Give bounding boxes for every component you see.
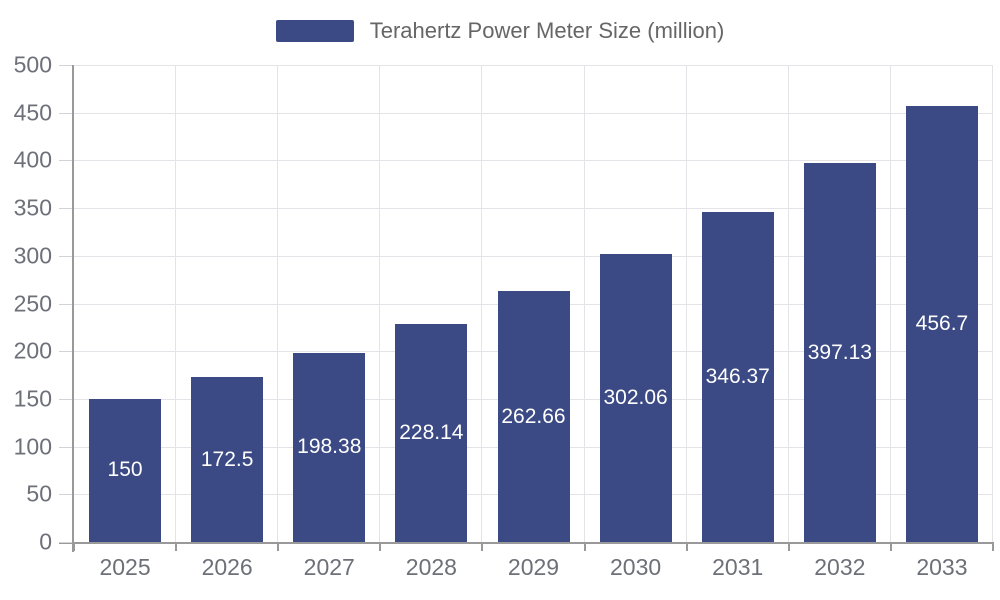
x-axis-tick — [685, 542, 688, 551]
x-axis-tick — [992, 542, 994, 551]
y-axis-tick — [59, 160, 72, 162]
x-axis-tick — [379, 542, 382, 551]
bar-value-label: 397.13 — [807, 340, 872, 364]
x-gridline — [889, 65, 891, 542]
x-gridline — [175, 65, 177, 542]
x-gridline — [685, 65, 687, 542]
y-axis-label: 400 — [13, 146, 52, 173]
x-axis-tick — [73, 542, 75, 551]
x-axis-label: 2028 — [405, 554, 457, 580]
bar-value-label: 198.38 — [297, 435, 362, 459]
y-axis-label: 350 — [13, 194, 52, 221]
y-axis-label: 0 — [39, 528, 52, 555]
x-axis-tick — [175, 542, 178, 551]
x-gridline — [787, 65, 789, 542]
x-axis-label: 2025 — [99, 554, 151, 580]
x-axis-label: 2033 — [916, 554, 968, 580]
plot-area: 0 50 100 150 200 250 300 350 400 450 500 150 2025 172… — [14, 52, 994, 580]
bar-2025[interactable]: 150 — [89, 398, 162, 542]
y-axis-tick — [59, 112, 72, 114]
y-axis-label: 250 — [13, 290, 52, 316]
x-axis-tick — [277, 542, 280, 551]
y-axis-label: 50 — [26, 480, 52, 507]
bar-2026[interactable]: 172.5 — [191, 377, 264, 542]
x-gridline — [481, 65, 483, 542]
x-axis-tick — [583, 542, 586, 551]
y-axis-tick — [59, 494, 72, 496]
y-axis-tick — [59, 351, 72, 353]
bar-2027[interactable]: 198.38 — [293, 352, 366, 542]
y-axis-tick — [59, 255, 72, 257]
y-gridline — [74, 160, 993, 162]
bar-value-label: 228.14 — [399, 421, 464, 445]
y-axis-label: 200 — [13, 337, 52, 364]
bar-2028[interactable]: 228.14 — [395, 324, 468, 542]
y-axis-label: 150 — [13, 385, 52, 412]
bar-2029[interactable]: 262.66 — [497, 291, 570, 542]
bar-2031[interactable]: 346.37 — [701, 211, 774, 542]
x-gridline — [379, 65, 381, 542]
x-gridline — [583, 65, 585, 542]
x-axis-line — [59, 542, 993, 544]
y-axis-tick — [59, 208, 72, 210]
y-axis-tick — [59, 446, 72, 448]
y-axis-tick — [59, 303, 72, 305]
x-gridline — [277, 65, 279, 542]
x-axis-tick — [481, 542, 484, 551]
x-axis-label: 2026 — [201, 554, 253, 580]
bar-value-label: 456.7 — [915, 312, 969, 336]
x-axis-label: 2029 — [507, 554, 560, 580]
legend-item[interactable]: Terahertz Power Meter Size (million) — [0, 18, 1000, 44]
y-axis-tick — [59, 398, 72, 400]
x-axis-label: 2027 — [303, 554, 355, 580]
y-axis-label: 500 — [13, 51, 52, 78]
bar-value-label: 150 — [107, 458, 143, 482]
y-axis-line — [72, 65, 74, 552]
bar-value-label: 172.5 — [200, 447, 254, 471]
y-gridline — [74, 255, 993, 257]
y-gridline — [74, 208, 993, 210]
y-gridline — [74, 112, 993, 114]
x-gridline — [992, 65, 993, 542]
bar-value-label: 262.66 — [501, 404, 566, 428]
x-axis-tick — [787, 542, 790, 551]
x-axis-label: 2031 — [712, 554, 764, 580]
y-axis-label: 100 — [13, 433, 52, 460]
x-axis-label: 2032 — [814, 554, 866, 580]
y-gridline — [74, 65, 993, 66]
y-axis-tick — [59, 65, 72, 66]
legend-label: Terahertz Power Meter Size (million) — [369, 18, 725, 43]
legend-swatch — [275, 20, 354, 42]
y-axis-label: 450 — [13, 99, 52, 126]
bar-2032[interactable]: 397.13 — [803, 163, 876, 542]
bar-value-label: 302.06 — [603, 385, 668, 409]
x-axis-tick — [889, 542, 892, 551]
bar-value-label: 346.37 — [705, 364, 770, 388]
x-axis-label: 2030 — [610, 554, 662, 580]
y-axis-tick — [59, 542, 72, 543]
bar-2033[interactable]: 456.7 — [905, 106, 978, 542]
bar-2030[interactable]: 302.06 — [599, 253, 672, 542]
y-axis-label: 300 — [13, 242, 52, 269]
